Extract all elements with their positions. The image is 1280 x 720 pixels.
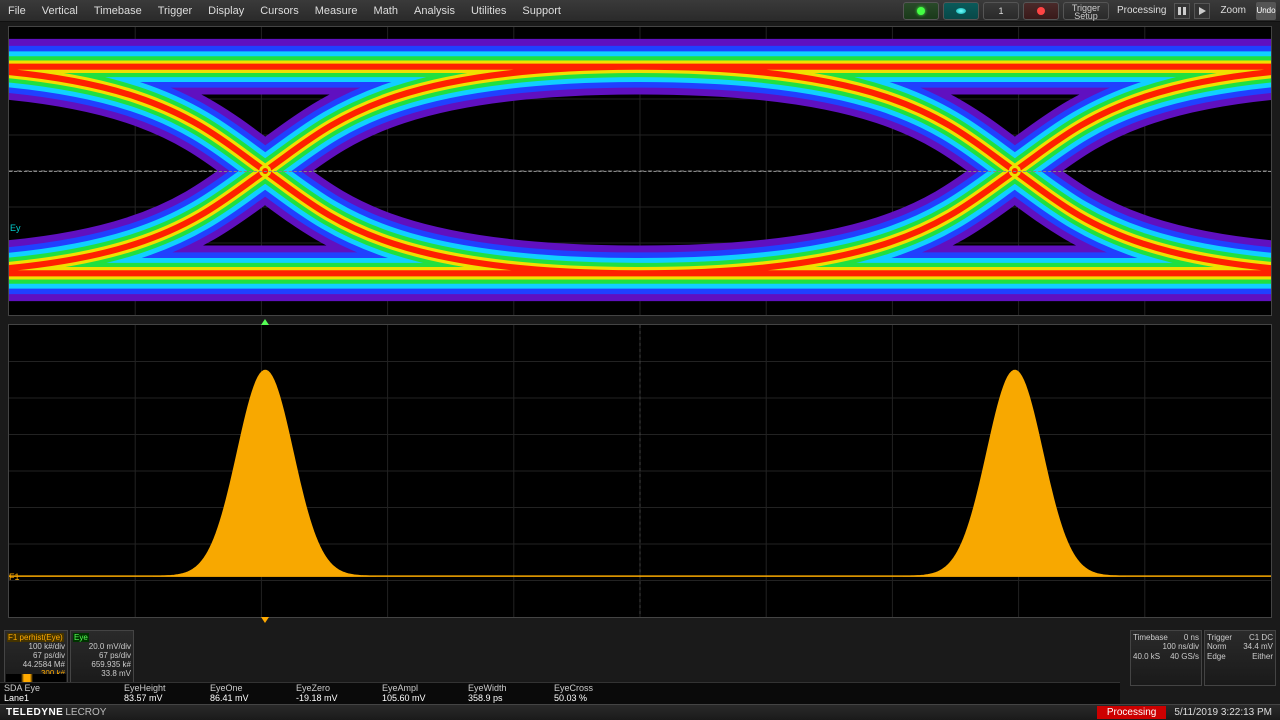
eye-axis-label: Ey xyxy=(9,223,22,233)
trigger-type: Edge xyxy=(1207,652,1226,662)
menu-display[interactable]: Display xyxy=(200,5,252,17)
descriptor-eye-header: Eye xyxy=(73,633,89,642)
measurement-eyeampl[interactable]: EyeAmpl 105.60 mV xyxy=(378,683,464,704)
measurement-eyeheight[interactable]: EyeHeight 83.57 mV xyxy=(120,683,206,704)
eye-center-line-h xyxy=(9,171,1271,172)
histogram-svg xyxy=(9,325,1271,617)
menu-math[interactable]: Math xyxy=(366,5,406,17)
trigger-box[interactable]: Trigger C1 DC Norm 34.4 mV Edge Either xyxy=(1204,630,1276,686)
statusbar: TELEDYNE LECROY Processing 5/11/2019 3:2… xyxy=(0,704,1280,720)
measurement-header-sub: Lane1 xyxy=(4,693,116,703)
measurement-header-name: SDA Eye xyxy=(4,683,116,693)
dot-icon xyxy=(917,7,925,15)
measurement-header[interactable]: SDA Eye Lane1 xyxy=(0,683,120,704)
histogram-marker-bottom xyxy=(261,617,269,623)
trigger-setup-button[interactable]: Trigger Setup xyxy=(1063,2,1109,20)
trigger-mode: Norm xyxy=(1207,642,1227,652)
menu-measure[interactable]: Measure xyxy=(307,5,366,17)
menubar-right: 1 Trigger Setup Processing Zoom Undo xyxy=(903,2,1280,20)
menu-utilities[interactable]: Utilities xyxy=(463,5,514,17)
measurement-strip: SDA Eye Lane1 EyeHeight 83.57 mV EyeOne … xyxy=(0,682,1120,704)
measurement-value: 86.41 mV xyxy=(210,693,288,703)
measurement-name: EyeOne xyxy=(210,683,288,693)
menu-vertical[interactable]: Vertical xyxy=(34,5,86,17)
descriptor-panel: F1 perhist(Eye) 100 k#/div 67 ps/div 44.… xyxy=(4,630,134,686)
undo-button[interactable]: Undo xyxy=(1256,2,1276,20)
descriptor-eye-l4: 33.8 mV xyxy=(73,669,131,678)
measurement-value: 358.9 ps xyxy=(468,693,546,703)
channel-indicator[interactable]: 1 xyxy=(983,2,1019,20)
zoom-label[interactable]: Zoom xyxy=(1214,5,1252,16)
hist-axis-label: F1 xyxy=(9,572,20,582)
play-button[interactable] xyxy=(1194,3,1210,19)
status-processing: Processing xyxy=(1097,706,1166,719)
status-datetime: 5/11/2019 3:22:13 PM xyxy=(1166,707,1280,718)
eye-icon xyxy=(956,8,966,14)
descriptor-f1-header: F1 perhist(Eye) xyxy=(7,633,64,642)
timebase-trigger-panel: Timebase 0 ns 100 ns/div 40.0 kS 40 GS/s T… xyxy=(1130,630,1276,686)
timebase-rate: 40 GS/s xyxy=(1170,652,1199,662)
measurement-value: 105.60 mV xyxy=(382,693,460,703)
timebase-header: Timebase xyxy=(1133,633,1168,642)
measurement-eyecross[interactable]: EyeCross 50.03 % xyxy=(550,683,636,704)
descriptor-f1-l3: 44.2584 M# xyxy=(7,660,65,669)
measurement-eyezero[interactable]: EyeZero -19.18 mV xyxy=(292,683,378,704)
menu-support[interactable]: Support xyxy=(514,5,569,17)
descriptor-f1[interactable]: F1 perhist(Eye) 100 k#/div 67 ps/div 44.… xyxy=(4,630,68,686)
measurement-eyewidth[interactable]: EyeWidth 358.9 ps xyxy=(464,683,550,704)
measurement-name: EyeZero xyxy=(296,683,374,693)
descriptor-f1-l1: 100 k#/div xyxy=(7,642,65,651)
dot-icon xyxy=(1037,7,1045,15)
timebase-scale: 100 ns/div xyxy=(1163,642,1199,652)
pause-icon xyxy=(1177,6,1187,16)
measurement-eyeone[interactable]: EyeOne 86.41 mV xyxy=(206,683,292,704)
timebase-box[interactable]: Timebase 0 ns 100 ns/div 40.0 kS 40 GS/s xyxy=(1130,630,1202,686)
eye-mode-indicator[interactable] xyxy=(943,2,979,20)
brand-teledyne: TELEDYNE xyxy=(0,707,63,718)
trigger-header: Trigger xyxy=(1207,633,1232,642)
trigger-source: C1 DC xyxy=(1249,633,1273,642)
menu-timebase[interactable]: Timebase xyxy=(86,5,150,17)
trigger-slope: Either xyxy=(1252,652,1273,662)
timebase-samples: 40.0 kS xyxy=(1133,652,1160,662)
descriptor-f1-l2: 67 ps/div xyxy=(7,651,65,660)
measurement-name: EyeWidth xyxy=(468,683,546,693)
measurement-name: EyeCross xyxy=(554,683,632,693)
menu-analysis[interactable]: Analysis xyxy=(406,5,463,17)
play-icon xyxy=(1197,6,1207,16)
measurement-value: -19.18 mV xyxy=(296,693,374,703)
trigger-level: 34.4 mV xyxy=(1243,642,1273,652)
timebase-offset: 0 ns xyxy=(1184,633,1199,642)
record-indicator[interactable] xyxy=(1023,2,1059,20)
display-area: Ey F1 xyxy=(0,22,1280,624)
histogram-panel[interactable]: F1 xyxy=(8,324,1272,618)
measurement-value: 50.03 % xyxy=(554,693,632,703)
menu-trigger[interactable]: Trigger xyxy=(150,5,200,17)
menu-file[interactable]: File xyxy=(0,5,34,17)
processing-label: Processing xyxy=(1113,5,1170,16)
descriptor-eye-l1: 20.0 mV/div xyxy=(73,642,131,651)
menubar: File Vertical Timebase Trigger Display C… xyxy=(0,0,1280,22)
measurement-value: 83.57 mV xyxy=(124,693,202,703)
trigger-setup-l2: Setup xyxy=(1064,12,1108,20)
descriptor-eye[interactable]: Eye 20.0 mV/div 67 ps/div 659.935 k# 33.… xyxy=(70,630,134,686)
menu-cursors[interactable]: Cursors xyxy=(252,5,307,17)
pause-button[interactable] xyxy=(1174,3,1190,19)
descriptor-eye-l3: 659.935 k# xyxy=(73,660,131,669)
brand-lecroy: LECROY xyxy=(65,707,106,718)
measurement-name: EyeHeight xyxy=(124,683,202,693)
status-indicator-green[interactable] xyxy=(903,2,939,20)
descriptor-eye-l2: 67 ps/div xyxy=(73,651,131,660)
measurement-name: EyeAmpl xyxy=(382,683,460,693)
eye-diagram-panel[interactable]: Ey xyxy=(8,26,1272,316)
